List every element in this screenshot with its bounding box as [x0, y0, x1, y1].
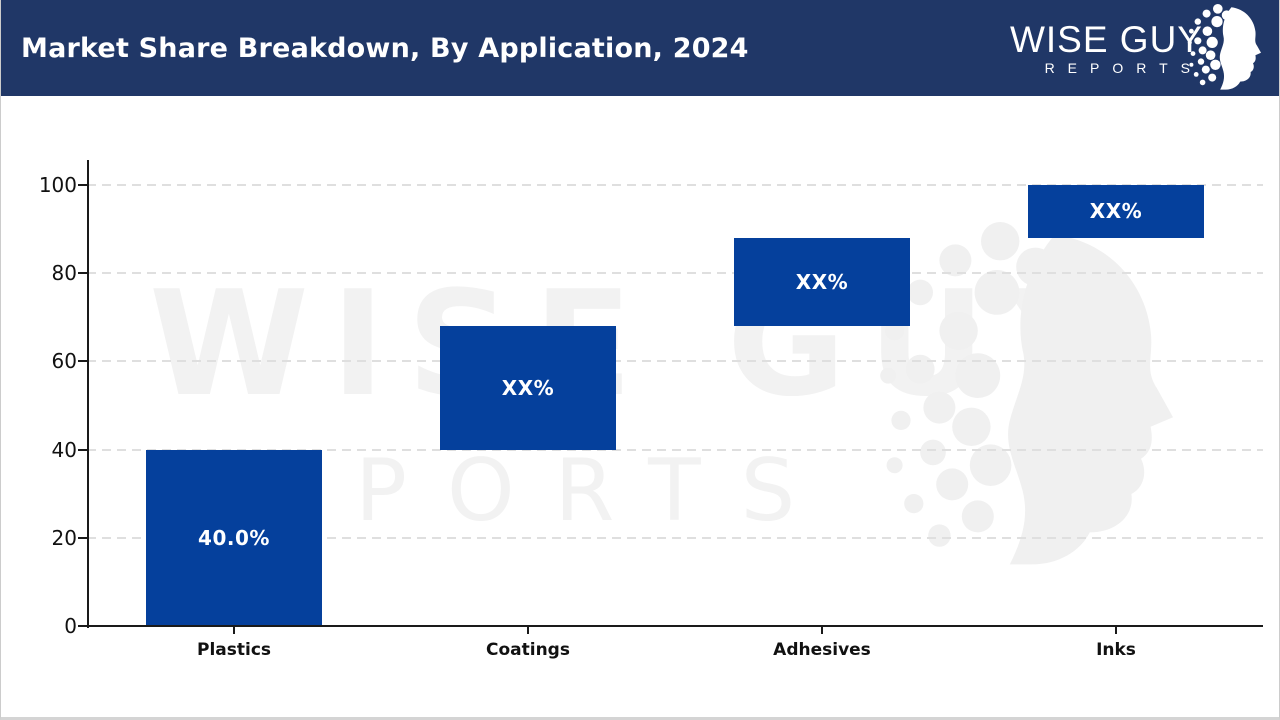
x-category-label: Coatings [486, 640, 570, 660]
y-axis-tick [78, 536, 87, 539]
x-axis-tick [527, 627, 529, 634]
y-axis-tick [78, 184, 87, 186]
logo-wordmark: WISE GUY REPORTS [1010, 21, 1203, 76]
grid-line [87, 448, 1263, 451]
wiseguy-logo: WISE GUY REPORTS [1010, 4, 1279, 92]
bar-plastics: 40.0% [146, 449, 322, 626]
x-category-label: Plastics [196, 640, 272, 660]
bar-value-label: XX% [795, 270, 849, 294]
y-tick-label: 100 [38, 173, 77, 197]
wiseguy-head-logo-icon [1187, 4, 1261, 90]
y-tick-label: 0 [64, 614, 77, 638]
x-axis-line [87, 625, 1263, 627]
bar-value-label: XX% [501, 375, 555, 400]
header-banner: Market Share Breakdown, By Application, … [1, 0, 1279, 96]
y-axis-line [87, 160, 89, 628]
y-axis-tick [78, 360, 87, 363]
grid-line [87, 184, 1263, 186]
grid-line [87, 272, 1263, 275]
x-axis-tick [233, 627, 235, 634]
y-tick-label: 80 [51, 261, 77, 286]
grid-line [87, 360, 1263, 363]
y-axis-tick [78, 272, 87, 275]
x-axis-tick [1115, 627, 1117, 634]
bar-inks: XX% [1028, 185, 1204, 238]
y-tick-label: 40 [51, 437, 77, 462]
y-tick-label: 60 [51, 349, 77, 374]
y-axis-tick [78, 448, 87, 451]
bar-adhesives: XX% [734, 237, 910, 327]
logo-wordmark-line2: REPORTS [1044, 59, 1203, 76]
bar-value-label: XX% [1089, 199, 1143, 224]
y-axis-tick [78, 625, 87, 627]
bar-value-label: 40.0% [198, 525, 270, 550]
bar-coatings: XX% [440, 326, 616, 450]
grid-line [87, 536, 1263, 539]
x-axis-tick [821, 627, 823, 634]
y-tick-label: 20 [51, 525, 77, 550]
page-title: Market Share Breakdown, By Application, … [21, 32, 749, 64]
logo-wordmark-line1: WISE GUY [1009, 18, 1203, 60]
x-category-label: Adhesives [773, 640, 871, 660]
x-category-label: Inks [1096, 640, 1136, 660]
